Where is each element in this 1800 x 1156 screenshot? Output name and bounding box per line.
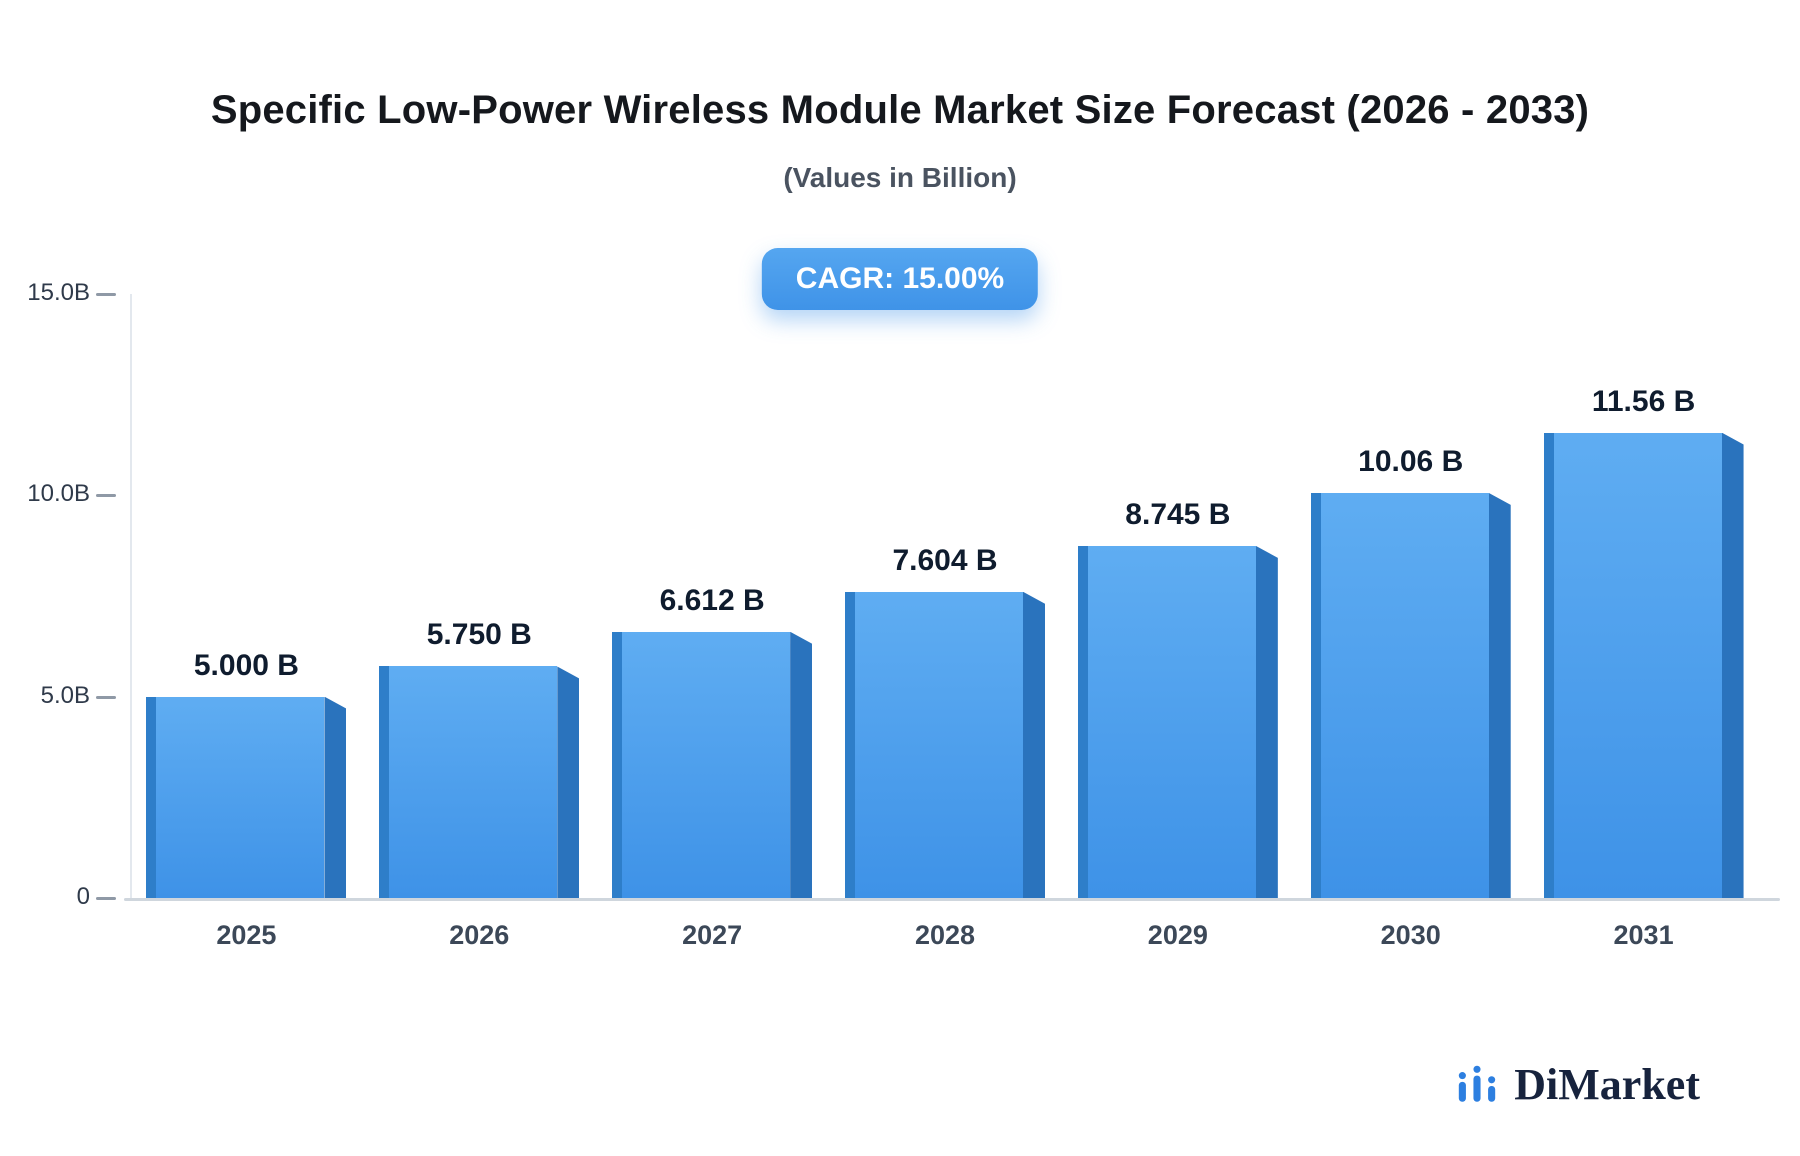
bar[interactable] (1310, 492, 1511, 899)
bar-side-face (1023, 591, 1045, 898)
y-axis-tick-label: 10.0B (27, 480, 90, 508)
y-axis-tick-label: 5.0B (40, 681, 90, 709)
bar[interactable] (146, 696, 347, 899)
x-axis-line (124, 898, 1780, 901)
bar-value-label: 5.750 B (426, 618, 532, 652)
x-axis-tick-label: 2025 (216, 920, 277, 950)
bar[interactable] (1543, 432, 1744, 899)
bar-side-face (1488, 492, 1511, 898)
bar-value-label: 6.612 B (659, 583, 765, 617)
chart-title: Specific Low-Power Wireless Module Marke… (210, 88, 1590, 132)
bar-face (379, 666, 558, 898)
chart-subtitle: (Values in Billion) (783, 162, 1017, 193)
dimarket-logo-icon (1459, 1065, 1496, 1102)
bar-face (1310, 492, 1489, 899)
bar-value-label: 8.745 B (1125, 497, 1231, 531)
y-axis-tick-mark (96, 494, 116, 498)
bar[interactable] (845, 591, 1045, 899)
bar-face (146, 696, 325, 899)
bar-value-label: 5.000 B (193, 648, 299, 682)
bar-face (1077, 545, 1256, 899)
y-axis-line (130, 294, 132, 898)
bar[interactable] (612, 631, 813, 899)
x-axis-tick-label: 2031 (1613, 920, 1674, 950)
bar-side-face (790, 631, 813, 898)
bar-side-face (557, 666, 580, 898)
bar-face (1543, 432, 1722, 899)
y-axis-tick-label: 0 (76, 883, 90, 910)
bar-value-label: 7.604 B (892, 543, 998, 577)
y-axis-tick-label: 15.0B (27, 279, 90, 306)
bar-side-face (324, 696, 347, 898)
bar-face (612, 631, 791, 899)
bar-side-face (1255, 545, 1278, 898)
brand-logo: DiMarket (1454, 1062, 1700, 1108)
bar-face (845, 591, 1023, 899)
y-axis-tick-mark (96, 293, 116, 296)
bar-value-label: 11.56 B (1591, 384, 1696, 418)
y-axis-tick-mark (96, 695, 116, 699)
y-axis-tick-mark (96, 897, 116, 900)
x-axis-tick-label: 2029 (1147, 920, 1208, 950)
x-axis-tick-label: 2026 (449, 920, 510, 950)
bar-value-label: 10.06 B (1358, 444, 1464, 478)
cagr-badge: CAGR: 15.00% (761, 248, 1039, 310)
x-axis-tick-label: 2028 (914, 920, 976, 950)
x-axis-tick-label: 2027 (682, 920, 743, 950)
brand-name: DiMarket (1514, 1060, 1700, 1109)
bar[interactable] (379, 666, 580, 898)
bar[interactable] (1077, 545, 1278, 899)
x-axis-tick-label: 2030 (1380, 920, 1441, 950)
bar-side-face (1721, 432, 1744, 898)
